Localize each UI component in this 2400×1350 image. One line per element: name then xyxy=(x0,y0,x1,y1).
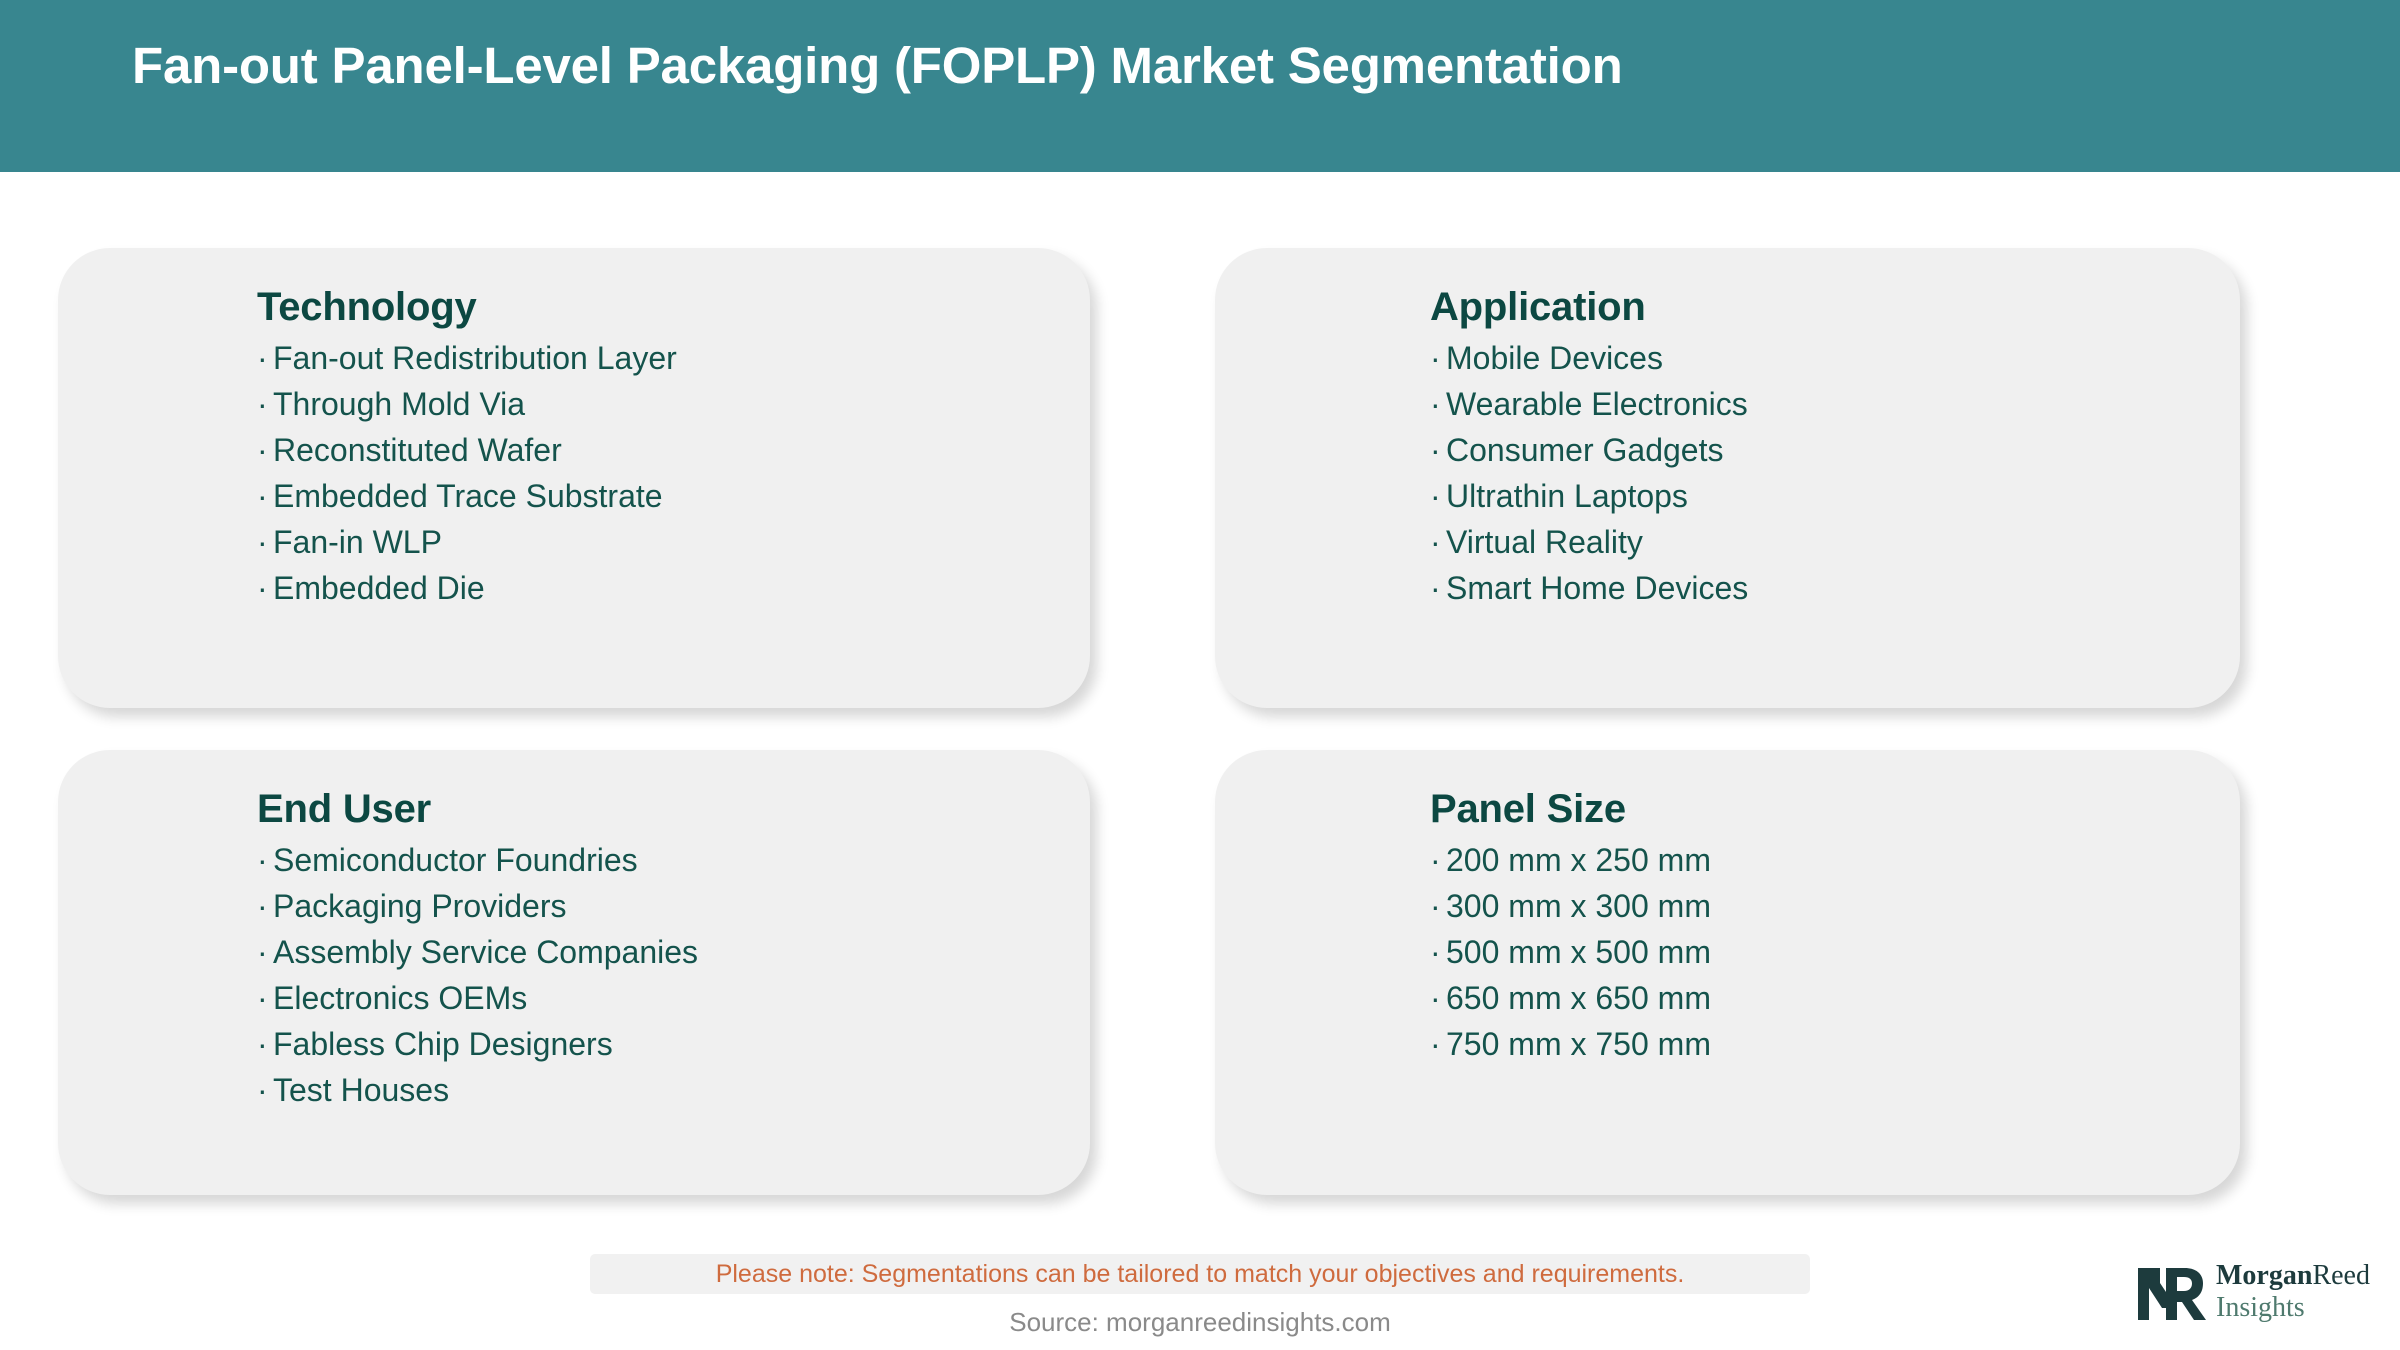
list-item: · Fan-out Redistribution Layer xyxy=(257,335,677,381)
card-heading-panel-size: Panel Size xyxy=(1430,787,1626,831)
list-item: · Fan-in WLP xyxy=(257,519,677,565)
list-item-label: Fan-in WLP xyxy=(273,524,442,561)
list-item: · 650 mm x 650 mm xyxy=(1430,975,1711,1021)
list-item: · Virtual Reality xyxy=(1430,519,1748,565)
bullet-icon: · xyxy=(1430,934,1441,971)
card-heading-technology: Technology xyxy=(257,285,477,329)
list-item-label: Test Houses xyxy=(273,1072,450,1109)
list-item: · Mobile Devices xyxy=(1430,335,1748,381)
list-item: · Electronics OEMs xyxy=(257,975,698,1021)
bullet-icon: · xyxy=(257,888,268,925)
list-item: · Fabless Chip Designers xyxy=(257,1021,698,1067)
list-item: · Reconstituted Wafer xyxy=(257,427,677,473)
segment-card-application: Application · Mobile Devices · Wearable El… xyxy=(1215,248,2240,708)
list-item-label: Reconstituted Wafer xyxy=(273,432,562,469)
list-item: · Ultrathin Laptops xyxy=(1430,473,1748,519)
list-item-label: 300 mm x 300 mm xyxy=(1446,888,1711,925)
list-item: · Assembly Service Companies xyxy=(257,929,698,975)
list-item-label: Fan-out Redistribution Layer xyxy=(273,340,677,377)
bullet-icon: · xyxy=(1430,888,1441,925)
bullet-icon: · xyxy=(1430,386,1441,423)
bullet-icon: · xyxy=(1430,570,1441,607)
bullet-icon: · xyxy=(257,432,268,469)
card-list-end-user: · Semiconductor Foundries · Packaging Prov… xyxy=(257,837,698,1113)
header-bar: Fan-out Panel-Level Packaging (FOPLP) Ma… xyxy=(0,0,2400,172)
list-item-label: Ultrathin Laptops xyxy=(1446,478,1688,515)
list-item: · Smart Home Devices xyxy=(1430,565,1748,611)
logo-wordmark-line1: MorganReed xyxy=(2216,1260,2386,1292)
card-heading-application: Application xyxy=(1430,285,1646,329)
list-item-label: Packaging Providers xyxy=(273,888,567,925)
bullet-icon: · xyxy=(257,980,268,1017)
bullet-icon: · xyxy=(257,842,268,879)
list-item: · Embedded Die xyxy=(257,565,677,611)
bullet-icon: · xyxy=(257,570,268,607)
list-item-label: 750 mm x 750 mm xyxy=(1446,1026,1711,1063)
list-item-label: Wearable Electronics xyxy=(1446,386,1748,423)
list-item-label: Embedded Trace Substrate xyxy=(273,478,663,515)
bullet-icon: · xyxy=(257,386,268,423)
list-item-label: Virtual Reality xyxy=(1446,524,1643,561)
segment-card-end-user: End User · Semiconductor Foundries · Packa… xyxy=(58,750,1090,1195)
list-item: · Semiconductor Foundries xyxy=(257,837,698,883)
list-item-label: Semiconductor Foundries xyxy=(273,842,638,879)
list-item: · 200 mm x 250 mm xyxy=(1430,837,1711,883)
logo-wordmark: MorganReed Insights xyxy=(2216,1260,2386,1324)
bullet-icon: · xyxy=(1430,1026,1441,1063)
card-list-technology: · Fan-out Redistribution Layer · Through M… xyxy=(257,335,677,611)
source-attribution: Source: morganreedinsights.com xyxy=(1009,1307,1391,1337)
logo-word-insights: Insights xyxy=(2216,1292,2305,1323)
logo-word-reed: Reed xyxy=(2312,1260,2370,1291)
card-content: Application · Mobile Devices · Wearable El… xyxy=(1430,284,1748,611)
segment-card-technology: Technology · Fan-out Redistribution Layer… xyxy=(58,248,1090,708)
list-item: · 300 mm x 300 mm xyxy=(1430,883,1711,929)
bullet-icon: · xyxy=(257,340,268,377)
bullet-icon: · xyxy=(1430,524,1441,561)
list-item-label: 200 mm x 250 mm xyxy=(1446,842,1711,879)
list-item: · 500 mm x 500 mm xyxy=(1430,929,1711,975)
list-item: · Wearable Electronics xyxy=(1430,381,1748,427)
list-item-label: Embedded Die xyxy=(273,570,485,607)
list-item: · Through Mold Via xyxy=(257,381,677,427)
card-list-application: · Mobile Devices · Wearable Electronics · C… xyxy=(1430,335,1748,611)
bullet-icon: · xyxy=(1430,478,1441,515)
card-list-panel-size: · 200 mm x 250 mm · 300 mm x 300 mm · 500 m… xyxy=(1430,837,1711,1067)
bullet-icon: · xyxy=(1430,432,1441,469)
list-item: · 750 mm x 750 mm xyxy=(1430,1021,1711,1067)
list-item-label: Electronics OEMs xyxy=(273,980,528,1017)
bullet-icon: · xyxy=(257,1072,268,1109)
segmentation-card-grid: Technology · Fan-out Redistribution Layer… xyxy=(0,172,2400,1212)
card-content: End User · Semiconductor Foundries · Packa… xyxy=(257,786,698,1113)
tailoring-note-band: Please note: Segmentations can be tailor… xyxy=(590,1254,1810,1294)
list-item-label: 650 mm x 650 mm xyxy=(1446,980,1711,1017)
tailoring-note-text: Please note: Segmentations can be tailor… xyxy=(715,1260,1685,1288)
card-heading-end-user: End User xyxy=(257,787,432,831)
logo-word-morgan: Morgan xyxy=(2216,1260,2313,1291)
page-title: Fan-out Panel-Level Packaging (FOPLP) Ma… xyxy=(132,37,1623,94)
list-item: · Packaging Providers xyxy=(257,883,698,929)
morgan-reed-insights-logo: MorganReed Insights xyxy=(2128,1258,2388,1338)
list-item-label: Consumer Gadgets xyxy=(1446,432,1724,469)
list-item-label: Mobile Devices xyxy=(1446,340,1663,377)
list-item: · Consumer Gadgets xyxy=(1430,427,1748,473)
list-item: · Test Houses xyxy=(257,1067,698,1113)
bullet-icon: · xyxy=(257,934,268,971)
bullet-icon: · xyxy=(1430,980,1441,1017)
list-item: · Embedded Trace Substrate xyxy=(257,473,677,519)
list-item-label: Smart Home Devices xyxy=(1446,570,1749,607)
bullet-icon: · xyxy=(1430,340,1441,377)
mr-monogram-icon xyxy=(2138,1268,2206,1320)
list-item-label: Fabless Chip Designers xyxy=(273,1026,613,1063)
list-item-label: 500 mm x 500 mm xyxy=(1446,934,1711,971)
list-item-label: Assembly Service Companies xyxy=(273,934,699,971)
segment-card-panel-size: Panel Size · 200 mm x 250 mm · 300 mm x 30… xyxy=(1215,750,2240,1195)
list-item-label: Through Mold Via xyxy=(273,386,525,423)
card-content: Panel Size · 200 mm x 250 mm · 300 mm x 30… xyxy=(1430,786,1711,1067)
bullet-icon: · xyxy=(257,478,268,515)
bullet-icon: · xyxy=(1430,842,1441,879)
bullet-icon: · xyxy=(257,524,268,561)
card-content: Technology · Fan-out Redistribution Layer… xyxy=(257,284,677,611)
footer: Please note: Segmentations can be tailor… xyxy=(0,1212,2400,1350)
bullet-icon: · xyxy=(257,1026,268,1063)
